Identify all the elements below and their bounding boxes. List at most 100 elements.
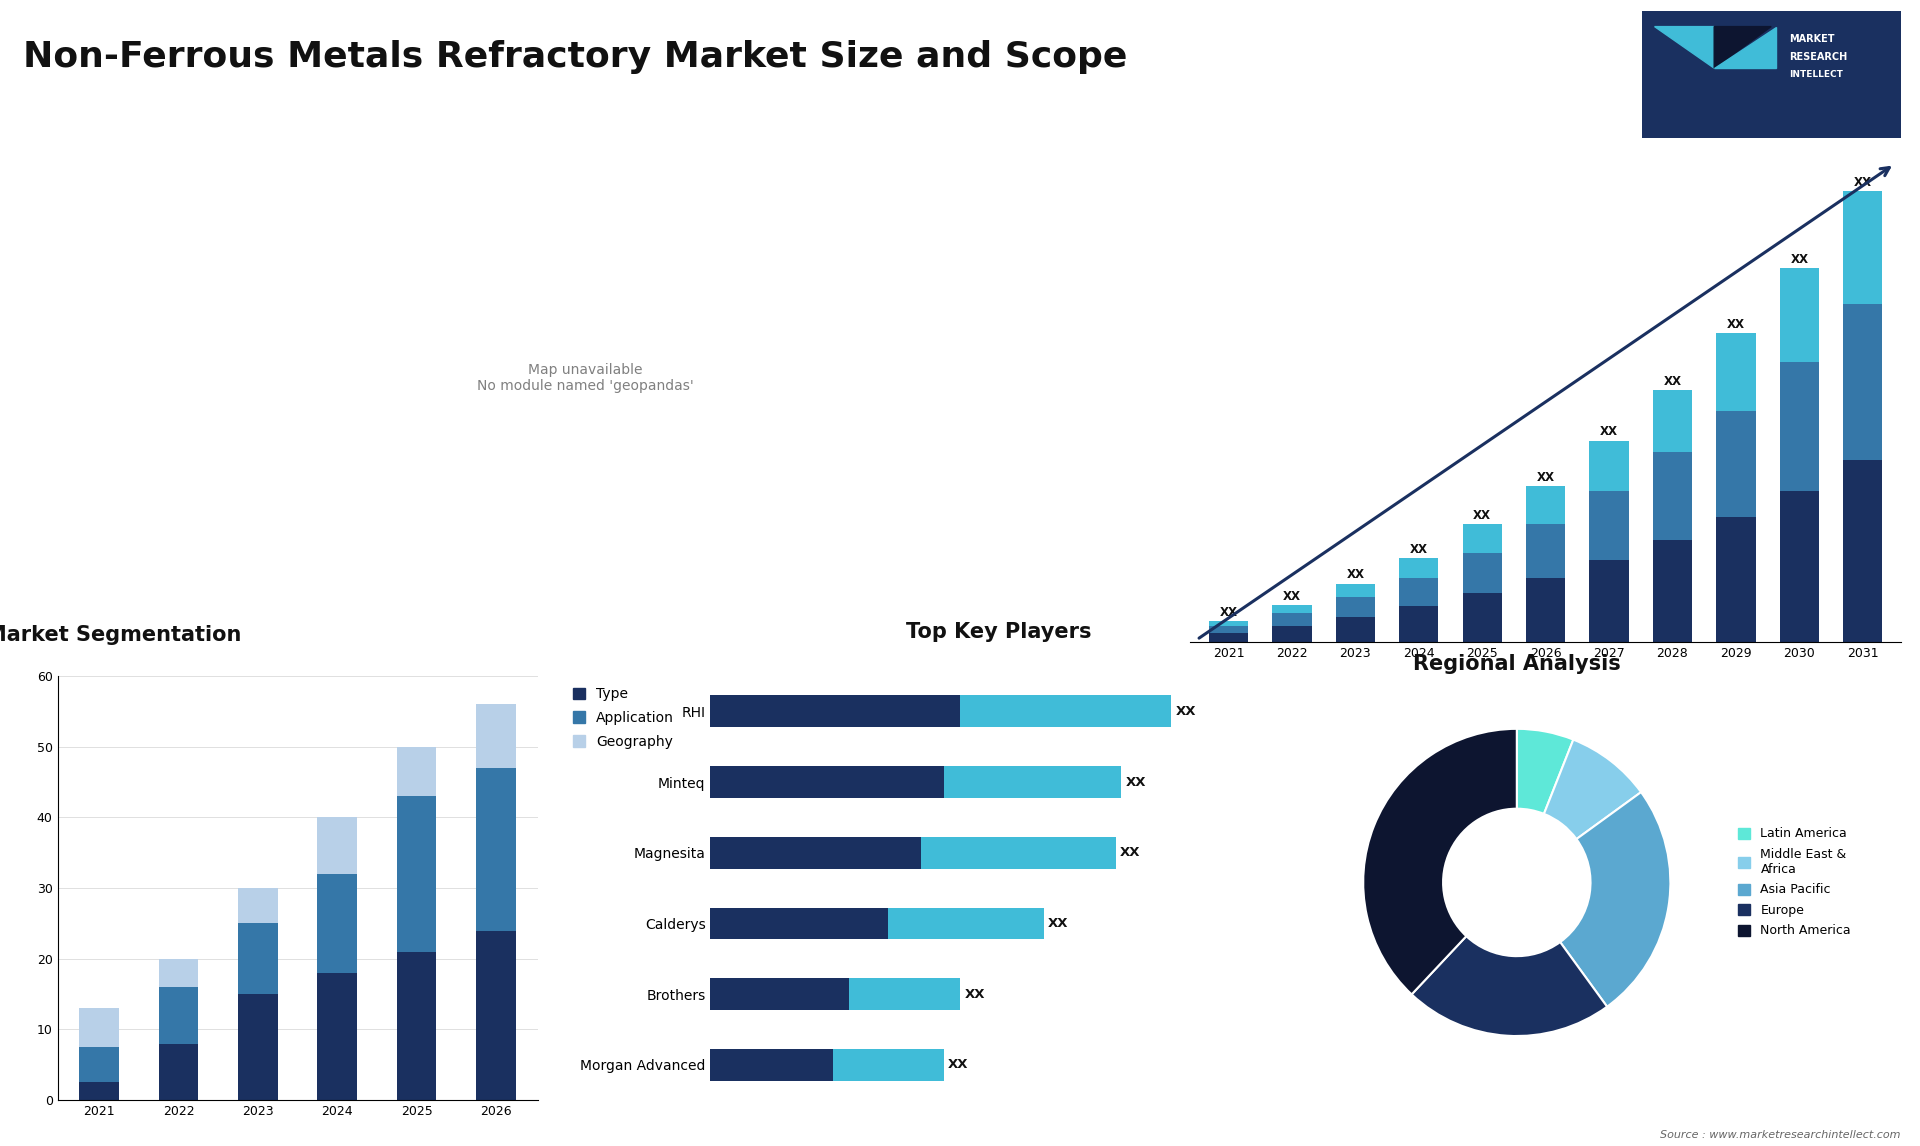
Text: Map unavailable
No module named 'geopandas': Map unavailable No module named 'geopand… [478, 363, 693, 393]
Bar [710, 837, 922, 869]
Bar [1336, 597, 1375, 617]
Bar [1843, 304, 1882, 460]
Circle shape [1444, 809, 1590, 956]
Bar [710, 767, 943, 798]
Bar [849, 979, 960, 1010]
Bar [1273, 626, 1311, 642]
Text: XX: XX [1536, 471, 1555, 484]
Text: XX: XX [1346, 568, 1365, 581]
Bar [1653, 391, 1692, 453]
Bar [1526, 486, 1565, 525]
Bar [159, 987, 198, 1044]
Bar [1273, 605, 1311, 613]
Bar [397, 951, 436, 1100]
Polygon shape [1715, 26, 1776, 68]
Bar [1716, 517, 1755, 642]
Bar [889, 908, 1043, 940]
Polygon shape [1655, 26, 1715, 68]
Polygon shape [1715, 26, 1770, 68]
Bar [238, 888, 278, 924]
Bar [397, 747, 436, 796]
Bar [1716, 333, 1755, 410]
Bar [1400, 578, 1438, 606]
Wedge shape [1517, 729, 1572, 814]
Bar [476, 768, 516, 931]
Bar [1653, 453, 1692, 540]
Bar [79, 1083, 119, 1100]
Text: MARKET: MARKET [1789, 34, 1836, 45]
Text: XX: XX [1473, 509, 1492, 521]
Text: XX: XX [1599, 425, 1619, 438]
Bar [476, 931, 516, 1100]
Text: XX: XX [1119, 846, 1140, 860]
FancyBboxPatch shape [1642, 11, 1901, 138]
Legend: Latin America, Middle East &
Africa, Asia Pacific, Europe, North America: Latin America, Middle East & Africa, Asi… [1734, 824, 1855, 941]
Wedge shape [1544, 739, 1642, 839]
Text: XX: XX [1219, 605, 1238, 619]
Bar [317, 874, 357, 973]
Text: Top Key Players: Top Key Players [906, 622, 1091, 642]
Text: XX: XX [1853, 175, 1872, 188]
Bar [1463, 525, 1501, 552]
Bar [1273, 613, 1311, 626]
Text: XX: XX [948, 1059, 968, 1072]
Text: XX: XX [1663, 375, 1682, 387]
Text: XX: XX [1175, 705, 1196, 717]
Bar [1210, 633, 1248, 642]
Bar [1463, 552, 1501, 592]
Text: Market Segmentation: Market Segmentation [0, 626, 242, 645]
Bar [1590, 490, 1628, 560]
Bar [1210, 621, 1248, 626]
Bar [317, 817, 357, 874]
Text: RESEARCH: RESEARCH [1789, 52, 1847, 62]
Wedge shape [1561, 792, 1670, 1006]
Bar [1400, 558, 1438, 578]
Bar [317, 973, 357, 1100]
Bar [710, 979, 849, 1010]
Bar [397, 796, 436, 951]
Bar [943, 767, 1121, 798]
Text: Regional Analysis: Regional Analysis [1413, 654, 1620, 674]
Bar [1780, 362, 1818, 490]
Bar [710, 696, 960, 728]
Bar [1210, 626, 1248, 633]
Bar [1336, 584, 1375, 597]
Legend: Type, Application, Geography: Type, Application, Geography [568, 683, 678, 753]
Bar [1653, 540, 1692, 642]
Bar [1843, 191, 1882, 304]
Bar [710, 908, 889, 940]
Text: XX: XX [1125, 776, 1146, 788]
Bar [833, 1049, 943, 1081]
Wedge shape [1411, 936, 1607, 1036]
Text: XX: XX [1048, 917, 1068, 931]
Bar [922, 837, 1116, 869]
Bar [1780, 490, 1818, 642]
Bar [1526, 525, 1565, 578]
Bar [476, 705, 516, 768]
Text: Source : www.marketresearchintellect.com: Source : www.marketresearchintellect.com [1661, 1130, 1901, 1140]
Text: XX: XX [1409, 542, 1428, 556]
Bar [1463, 592, 1501, 642]
Bar [79, 1047, 119, 1083]
Bar [159, 959, 198, 987]
Text: XX: XX [964, 988, 985, 1000]
Bar [1400, 606, 1438, 642]
Bar [960, 696, 1171, 728]
Text: Non-Ferrous Metals Refractory Market Size and Scope: Non-Ferrous Metals Refractory Market Siz… [23, 40, 1127, 74]
Bar [1843, 460, 1882, 642]
Bar [1336, 617, 1375, 642]
Text: XX: XX [1726, 317, 1745, 331]
Bar [1590, 441, 1628, 490]
Text: INTELLECT: INTELLECT [1789, 70, 1843, 79]
Bar [1526, 578, 1565, 642]
Text: XX: XX [1789, 253, 1809, 266]
Bar [79, 1008, 119, 1047]
Bar [238, 924, 278, 994]
Bar [710, 1049, 833, 1081]
Bar [238, 994, 278, 1100]
Bar [1780, 268, 1818, 362]
Text: XX: XX [1283, 590, 1302, 603]
Wedge shape [1363, 729, 1517, 995]
Bar [159, 1044, 198, 1100]
Bar [1716, 410, 1755, 517]
